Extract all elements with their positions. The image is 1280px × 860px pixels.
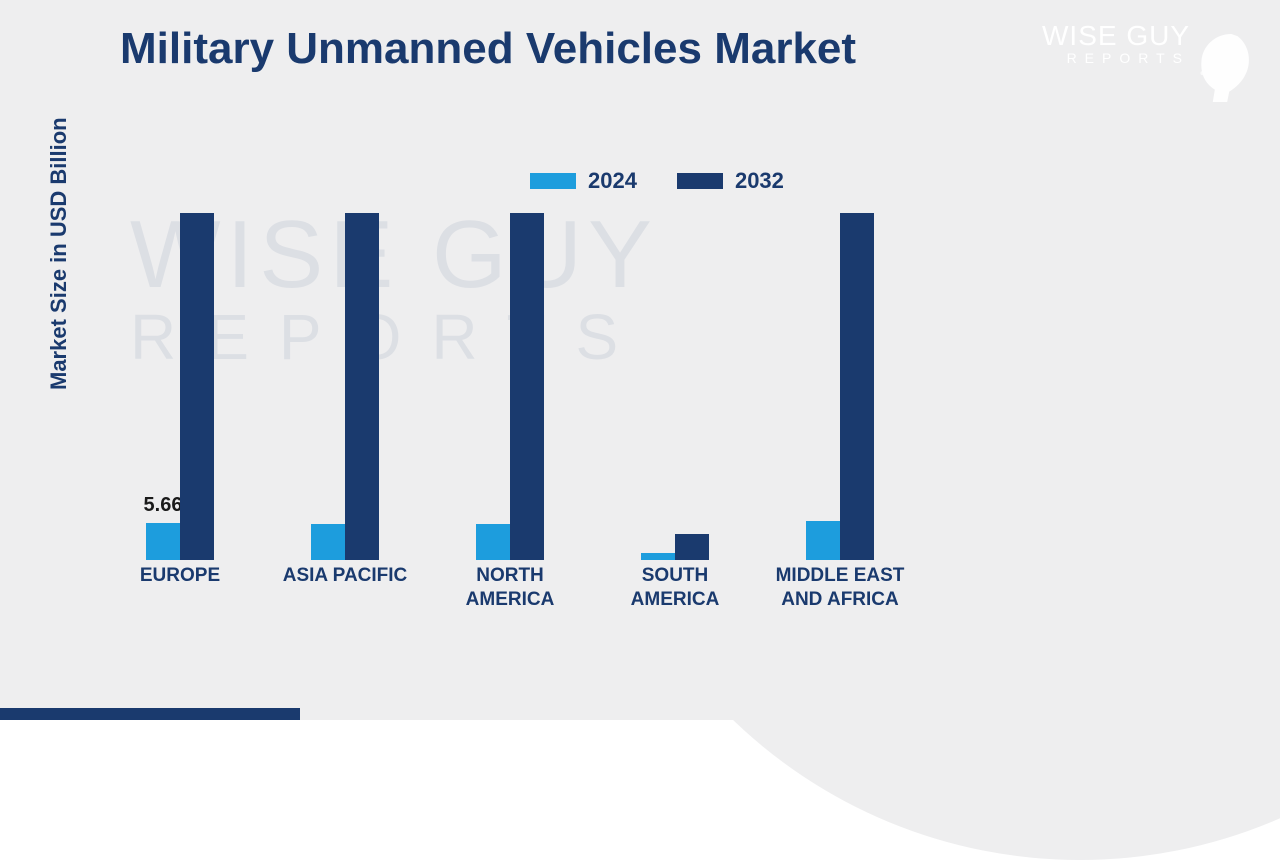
category-label: ASIA PACIFIC xyxy=(275,564,415,588)
category-label: MIDDLE EAST AND AFRICA xyxy=(770,564,910,612)
chart-title: Military Unmanned Vehicles Market xyxy=(120,24,856,74)
legend-swatch-2024 xyxy=(530,173,576,189)
logo-line2: REPORTS xyxy=(1042,50,1190,66)
bar xyxy=(345,213,379,560)
bar xyxy=(146,523,180,560)
bar xyxy=(311,524,345,560)
legend-label-2032: 2032 xyxy=(735,168,784,194)
legend-label-2024: 2024 xyxy=(588,168,637,194)
x-axis-labels: EUROPEASIA PACIFICNORTH AMERICASOUTH AME… xyxy=(130,564,950,684)
y-axis-label: Market Size in USD Billion xyxy=(46,117,72,390)
brand-logo: WISE GUY REPORTS xyxy=(1042,20,1260,66)
category-label: EUROPE xyxy=(110,564,250,588)
bar xyxy=(806,521,840,560)
legend-item-2024: 2024 xyxy=(530,168,637,194)
bar xyxy=(675,534,709,560)
bar-group xyxy=(790,213,890,560)
plot-area: 5.66 xyxy=(130,200,950,560)
bar-group xyxy=(460,213,560,560)
bar xyxy=(641,553,675,560)
footer-accent-bar xyxy=(0,708,300,720)
legend: 2024 2032 xyxy=(530,168,784,194)
bar xyxy=(476,524,510,560)
head-icon xyxy=(1190,32,1252,104)
bar xyxy=(840,213,874,560)
bar xyxy=(510,213,544,560)
logo-line1: WISE GUY xyxy=(1042,20,1190,52)
bar-group xyxy=(625,534,725,560)
legend-swatch-2032 xyxy=(677,173,723,189)
legend-item-2032: 2032 xyxy=(677,168,784,194)
category-label: SOUTH AMERICA xyxy=(605,564,745,612)
category-label: NORTH AMERICA xyxy=(440,564,580,612)
bar-group xyxy=(295,213,395,560)
chart-page: WISE GUY REPORTS WISE GUY REPORTS Milita… xyxy=(0,0,1280,720)
bar-group xyxy=(130,213,230,560)
bar xyxy=(180,213,214,560)
